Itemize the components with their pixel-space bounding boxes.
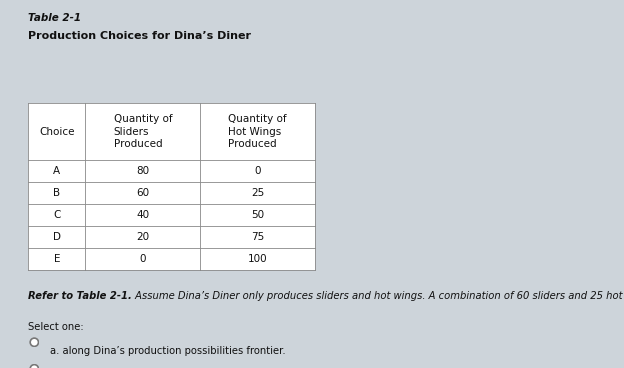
Text: 25: 25	[251, 188, 265, 198]
Text: 50: 50	[251, 210, 265, 220]
Text: Quantity of
Hot Wings
Produced: Quantity of Hot Wings Produced	[228, 114, 287, 149]
Text: Table 2-1: Table 2-1	[28, 13, 81, 23]
Text: Quantity of
Sliders
Produced: Quantity of Sliders Produced	[114, 114, 172, 149]
Text: B: B	[53, 188, 61, 198]
Text: 60: 60	[136, 188, 150, 198]
Text: 0: 0	[140, 254, 146, 265]
Text: 80: 80	[136, 166, 150, 176]
Text: 0: 0	[255, 166, 261, 176]
Text: 20: 20	[136, 232, 150, 243]
Text: C: C	[53, 210, 61, 220]
Text: Choice: Choice	[39, 127, 74, 137]
Circle shape	[30, 338, 39, 346]
Text: Assume Dina’s Diner only produces sliders and hot wings. A combination of 60 sli: Assume Dina’s Diner only produces slider…	[132, 291, 624, 301]
Circle shape	[30, 365, 39, 368]
Text: 100: 100	[248, 254, 268, 265]
Text: Select one:: Select one:	[28, 322, 84, 332]
Text: D: D	[53, 232, 61, 243]
Text: A: A	[53, 166, 61, 176]
Text: 40: 40	[136, 210, 150, 220]
Text: E: E	[54, 254, 60, 265]
Text: Production Choices for Dina’s Diner: Production Choices for Dina’s Diner	[28, 31, 251, 41]
Text: 75: 75	[251, 232, 265, 243]
Text: Refer to Table 2-1.: Refer to Table 2-1.	[28, 291, 132, 301]
Text: a. along Dina’s production possibilities frontier.: a. along Dina’s production possibilities…	[50, 346, 286, 356]
